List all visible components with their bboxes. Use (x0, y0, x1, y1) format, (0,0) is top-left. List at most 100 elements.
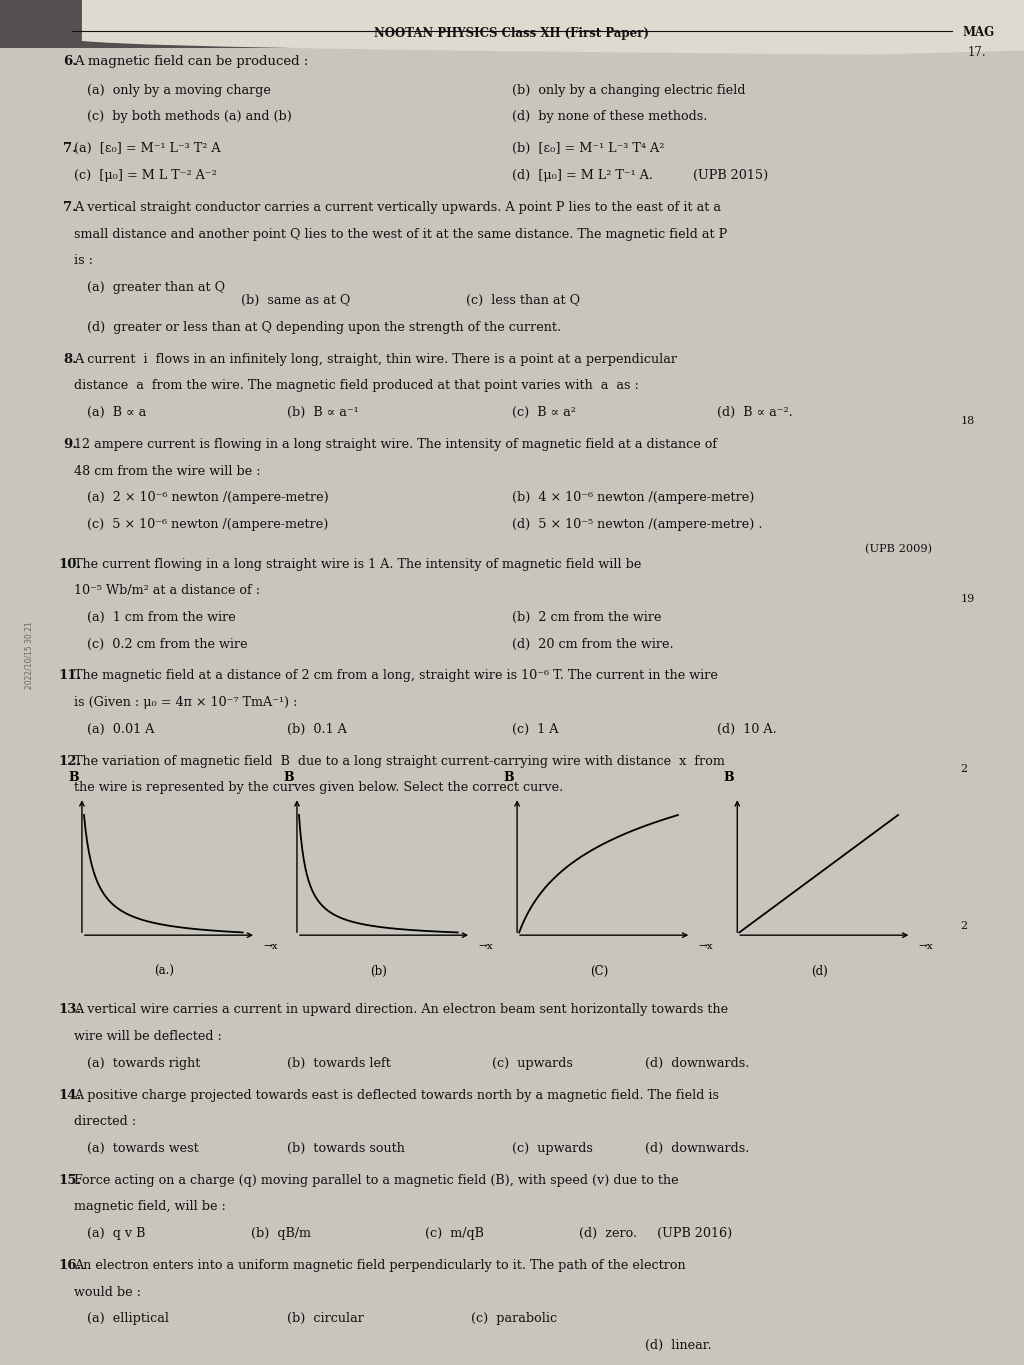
Text: (b)  B ∝ a⁻¹: (b) B ∝ a⁻¹ (287, 405, 358, 419)
Text: NOOTAN PHYSICS Class XII (First Paper): NOOTAN PHYSICS Class XII (First Paper) (375, 27, 649, 41)
Text: wire will be deflected :: wire will be deflected : (74, 1031, 221, 1043)
Text: 10⁻⁵ Wb/m² at a distance of :: 10⁻⁵ Wb/m² at a distance of : (74, 584, 260, 598)
Text: The magnetic field at a distance of 2 cm from a long, straight wire is 10⁻⁶ T. T: The magnetic field at a distance of 2 cm… (74, 669, 718, 682)
Bar (0, 0, 1024, 48)
Text: 16.: 16. (58, 1259, 82, 1272)
Text: 2022/10/15 30:21: 2022/10/15 30:21 (25, 621, 33, 689)
Text: 12 ampere current is flowing in a long straight wire. The intensity of magnetic : 12 ampere current is flowing in a long s… (74, 438, 717, 450)
Text: (a)  [ε₀] = M⁻¹ L⁻³ T² A: (a) [ε₀] = M⁻¹ L⁻³ T² A (74, 142, 220, 156)
Text: (c)  upwards: (c) upwards (492, 1057, 572, 1070)
Text: (C): (C) (590, 965, 608, 979)
Text: (b): (b) (371, 965, 387, 979)
Text: A vertical straight conductor carries a current vertically upwards. A point P li: A vertical straight conductor carries a … (74, 201, 721, 214)
Text: (b)  circular: (b) circular (287, 1312, 364, 1325)
Text: A positive charge projected towards east is deflected towards north by a magneti: A positive charge projected towards east… (74, 1088, 719, 1102)
Text: (c)  5 × 10⁻⁶ newton /(ampere-metre): (c) 5 × 10⁻⁶ newton /(ampere-metre) (87, 517, 329, 531)
Text: (c)  less than at Q: (c) less than at Q (466, 293, 580, 307)
Text: (c)  0.2 cm from the wire: (c) 0.2 cm from the wire (87, 637, 248, 651)
Text: (a)  B ∝ a: (a) B ∝ a (87, 405, 146, 419)
Text: 11.: 11. (58, 669, 82, 682)
Text: (d): (d) (811, 965, 827, 979)
Text: (c)  m/qB: (c) m/qB (425, 1227, 483, 1239)
Text: (a.): (a.) (154, 965, 174, 979)
Text: Force acting on a charge (q) moving parallel to a magnetic field (B), with speed: Force acting on a charge (q) moving para… (74, 1174, 678, 1186)
Text: An electron enters into a uniform magnetic field perpendicularly to it. The path: An electron enters into a uniform magnet… (74, 1259, 685, 1272)
Text: (d)  5 × 10⁻⁵ newton /(ampere-metre) .: (d) 5 × 10⁻⁵ newton /(ampere-metre) . (512, 517, 763, 531)
Text: →x: →x (478, 942, 493, 951)
Text: the wire is represented by the curves given below. Select the correct curve.: the wire is represented by the curves gi… (74, 781, 563, 794)
Text: (a)  greater than at Q: (a) greater than at Q (87, 281, 225, 293)
Text: (a)  elliptical: (a) elliptical (87, 1312, 169, 1325)
Text: (c)  upwards: (c) upwards (512, 1141, 593, 1155)
Text: magnetic field, will be :: magnetic field, will be : (74, 1200, 225, 1213)
Text: A magnetic field can be produced :: A magnetic field can be produced : (74, 55, 308, 68)
Text: The current flowing in a long straight wire is 1 A. The intensity of magnetic fi: The current flowing in a long straight w… (74, 558, 641, 571)
Text: (a)  0.01 A: (a) 0.01 A (87, 722, 155, 736)
Text: 19: 19 (961, 594, 975, 603)
Text: (c)  B ∝ a²: (c) B ∝ a² (512, 405, 575, 419)
Text: 48 cm from the wire will be :: 48 cm from the wire will be : (74, 464, 260, 478)
Text: (b)  2 cm from the wire: (b) 2 cm from the wire (512, 612, 662, 624)
Text: (b)  0.1 A: (b) 0.1 A (287, 722, 346, 736)
Text: (d)  B ∝ a⁻².: (d) B ∝ a⁻². (717, 405, 793, 419)
Text: (b)  same as at Q: (b) same as at Q (241, 293, 350, 307)
Text: is :: is : (74, 254, 93, 268)
PathPatch shape (82, 0, 1024, 55)
Text: (UPB 2009): (UPB 2009) (864, 545, 932, 554)
Text: distance  a  from the wire. The magnetic field produced at that point varies wit: distance a from the wire. The magnetic f… (74, 379, 639, 392)
Text: directed :: directed : (74, 1115, 136, 1129)
Text: 10.: 10. (58, 558, 82, 571)
Text: (a)  towards right: (a) towards right (87, 1057, 201, 1070)
Text: is (Given : μ₀ = 4π × 10⁻⁷ TmA⁻¹) :: is (Given : μ₀ = 4π × 10⁻⁷ TmA⁻¹) : (74, 696, 297, 708)
Text: small distance and another point Q lies to the west of it at the same distance. : small distance and another point Q lies … (74, 228, 727, 240)
Text: A vertical wire carries a current in upward direction. An electron beam sent hor: A vertical wire carries a current in upw… (74, 1003, 728, 1017)
Text: 14.: 14. (58, 1088, 82, 1102)
Text: (d)  by none of these methods.: (d) by none of these methods. (512, 111, 708, 123)
Text: (a)  1 cm from the wire: (a) 1 cm from the wire (87, 612, 236, 624)
Text: 7.: 7. (63, 142, 78, 156)
Text: (d)  20 cm from the wire.: (d) 20 cm from the wire. (512, 637, 674, 651)
Text: would be :: would be : (74, 1286, 140, 1298)
Text: B: B (69, 771, 79, 784)
Text: →x: →x (698, 942, 713, 951)
Text: 6.: 6. (63, 55, 78, 68)
Text: (b)  towards left: (b) towards left (287, 1057, 390, 1070)
Text: 7.: 7. (63, 201, 78, 214)
Text: (d)  downwards.: (d) downwards. (645, 1057, 750, 1070)
Text: (a)  q v B: (a) q v B (87, 1227, 145, 1239)
Text: (b)  only by a changing electric field: (b) only by a changing electric field (512, 83, 745, 97)
Text: (a)  only by a moving charge: (a) only by a moving charge (87, 83, 271, 97)
Text: 15.: 15. (58, 1174, 82, 1186)
Text: 8.: 8. (63, 352, 78, 366)
Text: →x: →x (919, 942, 933, 951)
Text: (b)  qB/m: (b) qB/m (251, 1227, 311, 1239)
Text: The variation of magnetic field  B  due to a long straight current-carrying wire: The variation of magnetic field B due to… (74, 755, 725, 767)
Text: B: B (284, 771, 294, 784)
Text: (b)  [ε₀] = M⁻¹ L⁻³ T⁴ A²: (b) [ε₀] = M⁻¹ L⁻³ T⁴ A² (512, 142, 665, 156)
Text: B: B (504, 771, 514, 784)
Text: 9.: 9. (63, 438, 78, 450)
Text: (a)  towards west: (a) towards west (87, 1141, 199, 1155)
Text: (d)  10 A.: (d) 10 A. (717, 722, 776, 736)
Text: (d)  downwards.: (d) downwards. (645, 1141, 750, 1155)
Text: (d)  [μ₀] = M L² T⁻¹ A.          (UPB 2015): (d) [μ₀] = M L² T⁻¹ A. (UPB 2015) (512, 169, 768, 182)
Text: 13.: 13. (58, 1003, 82, 1017)
Text: 18: 18 (961, 416, 975, 426)
Text: 2: 2 (961, 764, 968, 774)
Text: (c)  by both methods (a) and (b): (c) by both methods (a) and (b) (87, 111, 292, 123)
Text: (b)  towards south: (b) towards south (287, 1141, 404, 1155)
Text: (c)  [μ₀] = M L T⁻² A⁻²: (c) [μ₀] = M L T⁻² A⁻² (74, 169, 216, 182)
Text: (c)  1 A: (c) 1 A (512, 722, 558, 736)
Text: B: B (724, 771, 734, 784)
Text: 12.: 12. (58, 755, 82, 767)
Text: (d)  zero.     (UPB 2016): (d) zero. (UPB 2016) (579, 1227, 732, 1239)
Text: (b)  4 × 10⁻⁶ newton /(ampere-metre): (b) 4 × 10⁻⁶ newton /(ampere-metre) (512, 491, 755, 504)
Text: (c)  parabolic: (c) parabolic (471, 1312, 557, 1325)
Text: (d)  linear.: (d) linear. (645, 1339, 712, 1351)
Text: MAG: MAG (963, 26, 994, 40)
Text: 2: 2 (961, 921, 968, 931)
Text: (a)  2 × 10⁻⁶ newton /(ampere-metre): (a) 2 × 10⁻⁶ newton /(ampere-metre) (87, 491, 329, 504)
Text: A current  i  flows in an infinitely long, straight, thin wire. There is a point: A current i flows in an infinitely long,… (74, 352, 677, 366)
Text: (d)  greater or less than at Q depending upon the strength of the current.: (d) greater or less than at Q depending … (87, 321, 561, 334)
Text: →x: →x (263, 942, 278, 951)
